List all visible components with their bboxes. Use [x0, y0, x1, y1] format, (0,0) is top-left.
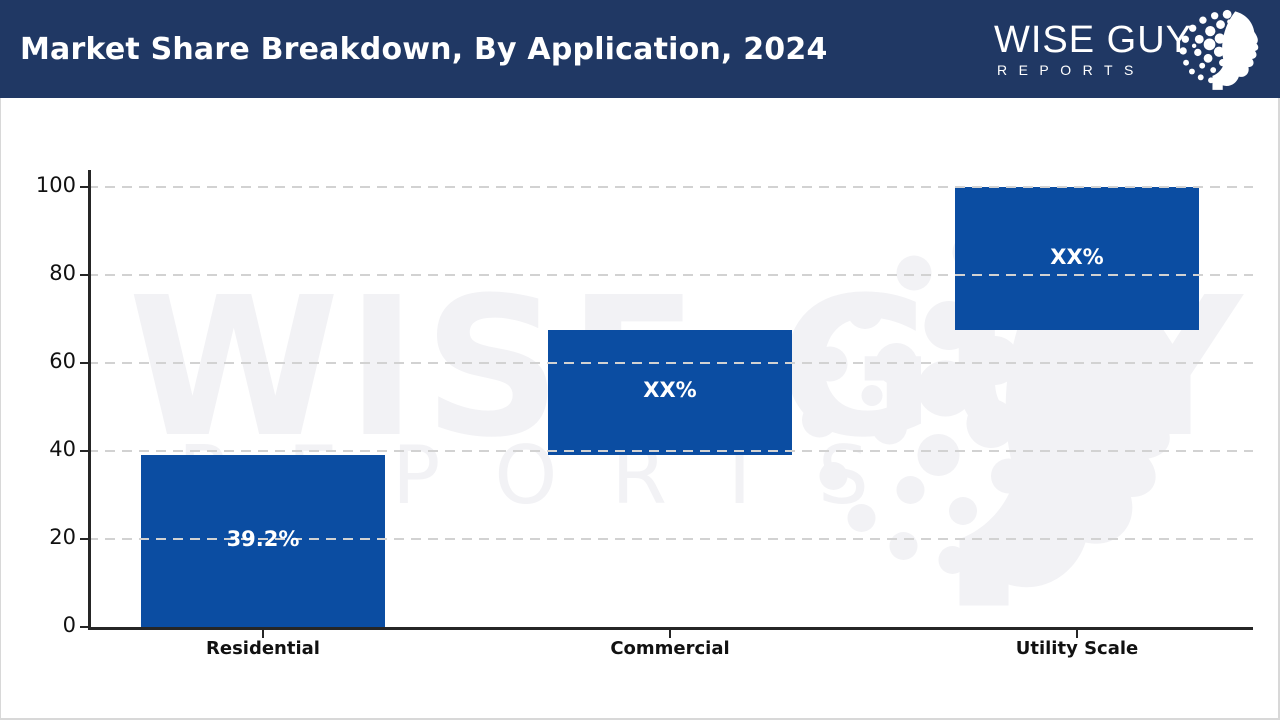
category-label-residential: Residential [206, 638, 320, 659]
x-tick-mark-utility-scale [1076, 630, 1078, 638]
page-border-left [0, 98, 1, 720]
y-tick-label-0: 0 [62, 613, 76, 637]
y-tick-mark-0 [80, 626, 88, 628]
gridline-60 [88, 362, 1253, 364]
bar-utility-scale [955, 187, 1199, 331]
y-tick-mark-40 [80, 450, 88, 452]
bar-value-label-commercial: XX% [643, 378, 697, 403]
page-border-right [1278, 98, 1280, 720]
y-tick-mark-80 [80, 274, 88, 276]
page-border-bottom [0, 718, 1280, 720]
x-tick-mark-residential [262, 630, 264, 638]
logo-reports-text: REPORTS [996, 61, 1145, 78]
bar-value-label-utility-scale: XX% [1050, 244, 1104, 269]
bar-residential [141, 454, 385, 627]
bar-commercial [548, 330, 792, 455]
y-tick-label-100: 100 [35, 173, 76, 197]
y-tick-label-40: 40 [49, 437, 76, 461]
y-tick-label-60: 60 [49, 349, 76, 373]
y-tick-mark-60 [80, 362, 88, 364]
page-title: Market Share Breakdown, By Application, … [20, 31, 828, 67]
category-label-commercial: Commercial [610, 638, 730, 659]
bar-value-label-residential: 39.2% [226, 526, 300, 551]
gridline-80 [88, 274, 1253, 276]
y-tick-mark-100 [80, 186, 88, 188]
gridline-20 [88, 538, 1253, 540]
logo-wordmark: WISE GUY [993, 18, 1192, 61]
x-tick-mark-commercial [669, 630, 671, 638]
logo-text: WISE GUY REPORTS [994, 21, 1192, 78]
gridline-40 [88, 450, 1253, 452]
category-label-utility-scale: Utility Scale [1015, 638, 1139, 659]
gridline-100 [88, 186, 1253, 188]
y-tick-mark-20 [80, 538, 88, 540]
y-axis-line [88, 170, 91, 630]
header: Market Share Breakdown, By Application, … [0, 0, 1280, 98]
y-tick-label-20: 20 [49, 525, 76, 549]
logo: WISE GUY REPORTS [994, 9, 1280, 90]
x-axis-line [88, 627, 1253, 630]
y-tick-label-80: 80 [49, 261, 76, 285]
logo-head-icon [1178, 9, 1266, 90]
